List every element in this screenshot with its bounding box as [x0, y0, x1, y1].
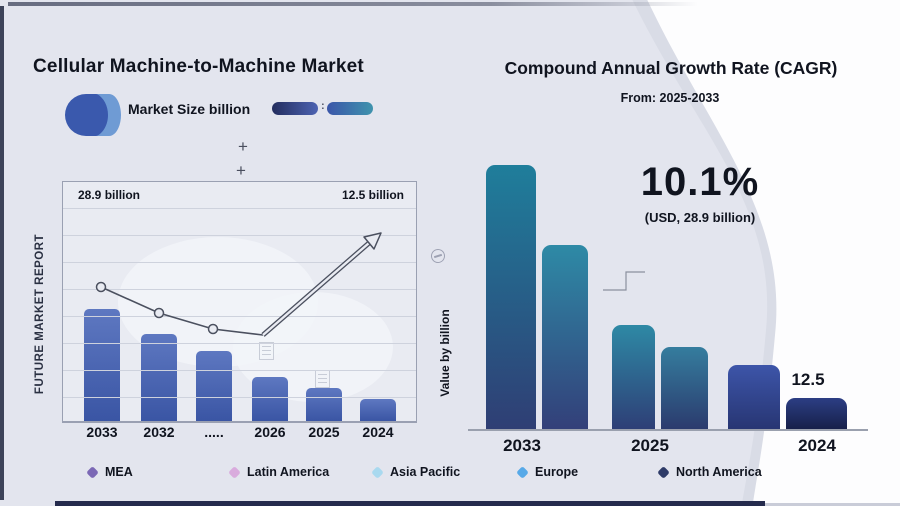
frame-top-edge: [8, 2, 698, 6]
ratio-pill-dark: [272, 102, 318, 115]
cagr-value: 10.1%: [640, 160, 760, 204]
legend-label: Asia Pacific: [390, 465, 461, 479]
left-bar-2026: [252, 377, 288, 421]
legend-label: North America: [676, 465, 762, 479]
legend-dot-icon: [516, 465, 529, 479]
gridline: [63, 289, 416, 290]
trend-arrow-line: [95, 232, 382, 337]
gridline: [63, 343, 416, 344]
right-bar-2033-1: [486, 165, 536, 430]
legend-label: MEA: [105, 465, 133, 479]
step-bracket-line: [603, 271, 645, 291]
plus-decoration-icon: +: [236, 161, 246, 180]
legend-label: Latin America: [247, 465, 330, 479]
right-bar-2024-1: [728, 365, 780, 430]
plot-annotation-end: 12.5 billion: [341, 188, 404, 202]
legend-dot-icon: [228, 465, 241, 479]
document-icon: [259, 342, 274, 360]
right-bar-2025-2: [661, 347, 708, 430]
left-bar-.....: [196, 351, 232, 421]
legend-dot-icon: [657, 465, 670, 479]
legend-item-latin-america: Latin America: [228, 465, 330, 479]
plus-decoration-icon: +: [238, 137, 248, 156]
left-chart-plot: 28.9 billion 12.5 billion: [62, 181, 417, 423]
left-x-label: 2026: [254, 424, 286, 440]
right-x-label: 2024: [798, 436, 836, 455]
left-x-label: 2024: [362, 424, 394, 440]
plot-annotation-start: 28.9 billion: [78, 188, 141, 202]
ratio-pill-teal: [327, 102, 373, 115]
frame-bottom-edge: [55, 501, 765, 506]
right-bar-2033-2: [542, 245, 588, 430]
right-bar-2025-1: [612, 325, 655, 430]
left-x-label: 2025: [308, 424, 340, 440]
gridline: [63, 370, 416, 371]
legend-label: Europe: [535, 465, 579, 479]
right-x-label: 2025: [631, 436, 669, 455]
right-x-label: 2033: [503, 436, 541, 455]
gridline: [63, 235, 416, 236]
frame-bottom-edge-light: [765, 503, 900, 506]
legend-item-mea: MEA: [86, 465, 133, 479]
left-chart-subtitle: Market Size billion: [128, 101, 251, 117]
right-bar-2024-2: [786, 398, 847, 430]
gridline: [63, 262, 416, 263]
cylinder-icon: [65, 94, 121, 136]
gridline: [63, 316, 416, 317]
right-chart-title: Compound Annual Growth Rate (CAGR): [504, 58, 838, 78]
cagr-note: (USD, 28.9 billion): [644, 210, 756, 225]
bar-value-annotation: 12.5: [791, 370, 825, 389]
left-bar-2024: [360, 399, 396, 421]
left-x-label: .....: [204, 424, 224, 440]
left-bar-2033: [84, 309, 120, 421]
right-chart-subtitle: From: 2025-2033: [620, 91, 720, 105]
left-bar-2025: [306, 388, 342, 421]
legend-item-north-america: North America: [657, 465, 762, 479]
left-x-label: 2032: [143, 424, 175, 440]
legend-item-asia-pacific: Asia Pacific: [371, 465, 461, 479]
ratio-colon: :: [321, 100, 325, 112]
legend-item-europe: Europe: [516, 465, 579, 479]
frame-left-edge: [0, 6, 4, 500]
legend-dot-icon: [371, 465, 384, 479]
legend-dot-icon: [86, 465, 99, 479]
left-chart-title: Cellular Machine-to-Machine Market: [33, 56, 364, 77]
left-bars-layer: [63, 182, 416, 421]
gridline: [63, 208, 416, 209]
gridline: [63, 397, 416, 398]
left-x-label: 2033: [86, 424, 118, 440]
left-bar-2032: [141, 334, 177, 421]
right-x-axis-line: [468, 429, 868, 431]
